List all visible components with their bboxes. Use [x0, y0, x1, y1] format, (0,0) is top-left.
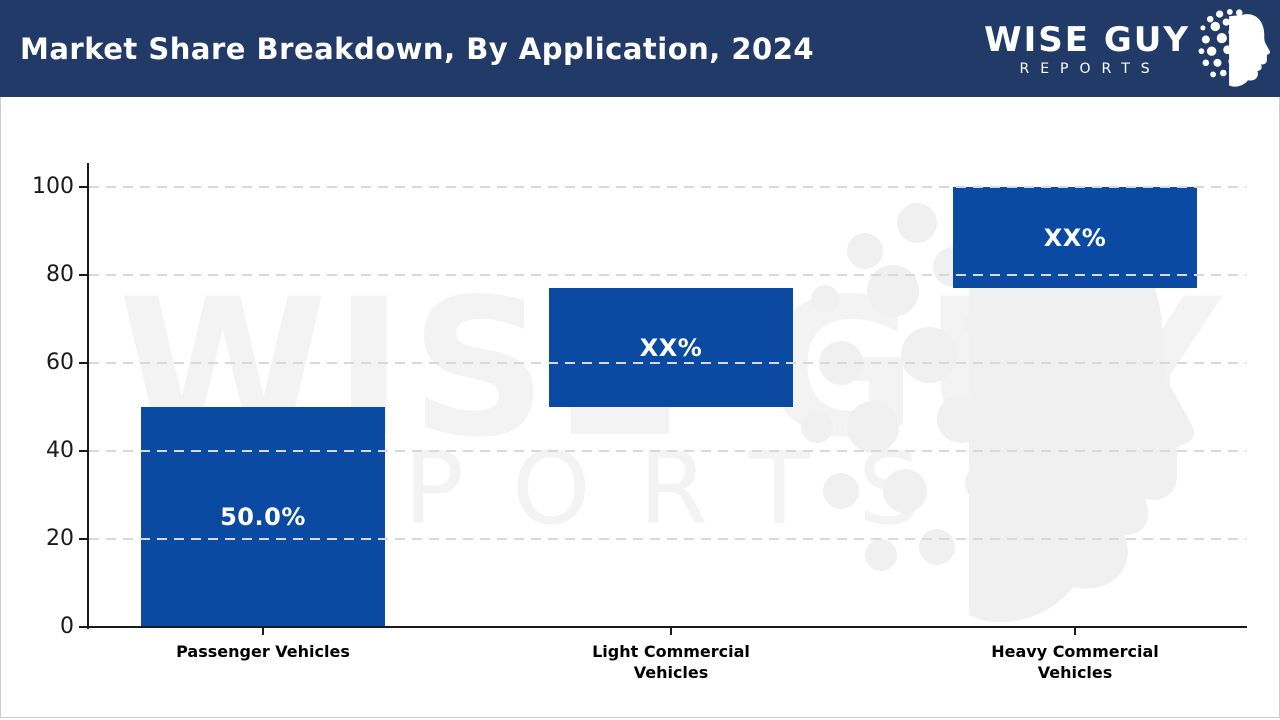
y-tick-mark [79, 626, 87, 628]
bar: 50.0% [141, 407, 385, 627]
x-axis-category-line: Light Commercial [592, 642, 750, 661]
x-axis-category-line: Vehicles [633, 663, 709, 682]
bar-value-label: XX% [639, 333, 703, 362]
grid-line [89, 362, 1246, 364]
x-axis-category-line: Passenger Vehicles [176, 642, 350, 661]
x-axis-category-label: Passenger Vehicles [103, 641, 423, 662]
x-tick-mark [670, 628, 672, 635]
y-tick-mark [79, 538, 87, 540]
y-tick-mark [79, 186, 87, 188]
y-tick-mark [79, 450, 87, 452]
y-tick-label: 80 [46, 262, 74, 287]
wiseguy-reports-logo: WISE GUY REPORTS [984, 8, 1270, 90]
header-bar: Market Share Breakdown, By Application, … [0, 0, 1280, 97]
y-tick-label: 100 [32, 174, 74, 199]
x-tick-mark [262, 628, 264, 635]
bar: XX% [549, 288, 793, 407]
x-axis-line [87, 626, 1247, 628]
grid-line [89, 186, 1246, 188]
grid-line [89, 450, 1246, 452]
logo-reports-label: REPORTS [1019, 60, 1161, 77]
y-tick-label: 40 [46, 438, 74, 463]
x-axis-category-label: Light Commercial Vehicles [511, 641, 831, 683]
grid-line [89, 538, 1246, 540]
logo-wiseguy-label: WISE GUY [984, 19, 1190, 60]
y-axis-line [87, 163, 89, 629]
x-axis-category-line: Heavy Commercial [991, 642, 1159, 661]
y-tick-label: 0 [60, 614, 74, 639]
page-title: Market Share Breakdown, By Application, … [20, 31, 815, 66]
x-tick-mark [1074, 628, 1076, 635]
x-axis-category-line: Vehicles [1037, 663, 1113, 682]
y-tick-mark [79, 362, 87, 364]
bar-value-label: 50.0% [220, 503, 306, 531]
y-tick-mark [79, 274, 87, 276]
bar: XX% [953, 187, 1197, 289]
logo-text: WISE GUY REPORTS [984, 22, 1190, 77]
x-axis-category-label: Heavy Commercial Vehicles [915, 641, 1235, 683]
y-tick-label: 60 [46, 350, 74, 375]
logo-face-icon [1198, 9, 1270, 87]
bar-value-label: XX% [1043, 223, 1107, 252]
grid-line [89, 274, 1246, 276]
y-tick-label: 20 [46, 526, 74, 551]
